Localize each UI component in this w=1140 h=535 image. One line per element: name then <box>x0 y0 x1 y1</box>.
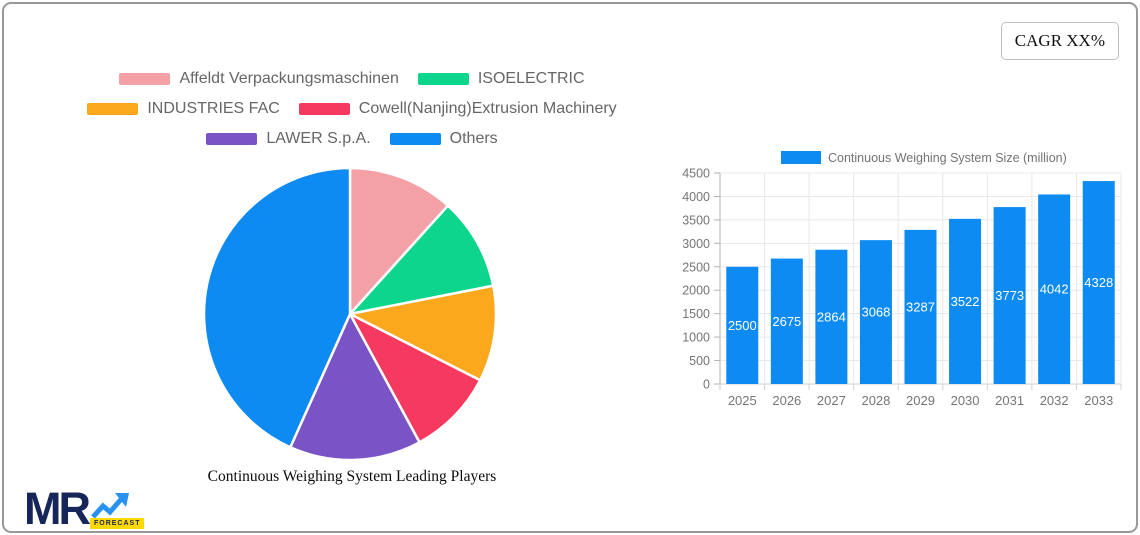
legend-label: INDUSTRIES FAC <box>147 100 280 117</box>
legend-swatch <box>417 73 469 85</box>
bar-legend-swatch <box>781 151 821 164</box>
x-tick-label: 2028 <box>861 393 890 408</box>
y-tick-label: 1000 <box>682 331 710 345</box>
y-tick-label: 0 <box>703 378 710 392</box>
bar <box>1082 181 1115 384</box>
legend-label: Others <box>449 130 498 147</box>
y-tick-label: 1500 <box>682 307 710 321</box>
legend-item: ISOELECTRIC <box>417 70 585 88</box>
legend-label: Cowell(Nanjing)Extrusion Machinery <box>358 100 617 117</box>
pie-chart-title: Continuous Weighing System Leading Playe… <box>207 468 497 485</box>
legend-item: Others <box>389 130 498 148</box>
bar-legend-label: Continuous Weighing System Size (million… <box>828 151 1067 165</box>
legend-row: INDUSTRIES FAC Cowell(Nanjing)Extrusion M… <box>52 100 652 118</box>
pie-slice <box>289 312 421 462</box>
pie-slice <box>202 166 352 449</box>
legend-swatch <box>87 103 139 115</box>
legend-row: LAWER S.p.A. Others <box>52 130 652 148</box>
bar-value-label: 3287 <box>906 299 935 314</box>
bar <box>904 229 937 384</box>
x-tick-label: 2026 <box>772 393 801 408</box>
y-tick-label: 4000 <box>682 190 710 204</box>
pie-slice <box>348 204 495 316</box>
x-tick-label: 2025 <box>728 393 757 408</box>
x-tick-label: 2027 <box>817 393 846 408</box>
bar-value-label: 2675 <box>772 314 801 329</box>
legend-item: Cowell(Nanjing)Extrusion Machinery <box>298 100 617 118</box>
y-tick-label: 3000 <box>682 237 710 251</box>
bar <box>1038 194 1071 384</box>
bar-value-label: 3068 <box>861 305 890 320</box>
bar <box>726 266 759 384</box>
y-tick-label: 2500 <box>682 260 710 274</box>
legend-swatch <box>389 133 441 145</box>
y-tick-label: 4500 <box>682 167 710 181</box>
bar-chart: Continuous Weighing System Size (million… <box>682 151 1122 408</box>
y-tick-label: 3500 <box>682 213 710 227</box>
bar-value-label: 4328 <box>1084 275 1113 290</box>
legend-swatch <box>298 103 350 115</box>
x-tick-label: 2029 <box>906 393 935 408</box>
legend-item: Affeldt Verpackungsmaschinen <box>119 70 399 88</box>
bar <box>993 207 1026 384</box>
bar <box>949 218 982 384</box>
mr-forecast-logo: MR FORECAST <box>24 483 145 534</box>
legend-item: INDUSTRIES FAC <box>87 100 280 118</box>
trend-arrow-icon <box>91 493 129 519</box>
bar-value-label: 3522 <box>951 294 980 309</box>
legend-label: ISOELECTRIC <box>477 70 585 87</box>
x-tick-label: 2030 <box>951 393 980 408</box>
y-tick-label: 2000 <box>682 284 710 298</box>
legend-swatch <box>206 133 258 145</box>
legend-item: LAWER S.p.A. <box>206 130 371 148</box>
legend-label: LAWER S.p.A. <box>266 130 371 147</box>
pie-legend: Affeldt Verpackungsmaschinen ISOELECTRIC I… <box>52 70 652 160</box>
bar-value-label: 2864 <box>817 309 846 324</box>
legend-swatch <box>119 73 171 85</box>
legend-label: Affeldt Verpackungsmaschinen <box>179 70 399 87</box>
pie-slice <box>348 166 450 316</box>
bar-value-label: 2500 <box>728 318 757 333</box>
pie-slice <box>348 284 498 382</box>
x-tick-label: 2032 <box>1040 393 1069 408</box>
bar-value-label: 4042 <box>1040 282 1069 297</box>
bar <box>859 240 892 384</box>
x-tick-label: 2033 <box>1084 393 1113 408</box>
bar <box>770 258 803 384</box>
logo-forecast-text: FORECAST <box>89 518 145 529</box>
y-tick-label: 500 <box>689 354 710 368</box>
x-tick-label: 2031 <box>995 393 1024 408</box>
legend-row: Affeldt Verpackungsmaschinen ISOELECTRIC <box>52 70 652 88</box>
bar-value-label: 3773 <box>995 288 1024 303</box>
logo-mr-text: MR <box>24 483 91 534</box>
bar <box>815 249 848 384</box>
pie-slice <box>348 312 482 444</box>
pie-chart <box>202 166 498 462</box>
cagr-badge: CAGR XX% <box>1000 22 1119 60</box>
